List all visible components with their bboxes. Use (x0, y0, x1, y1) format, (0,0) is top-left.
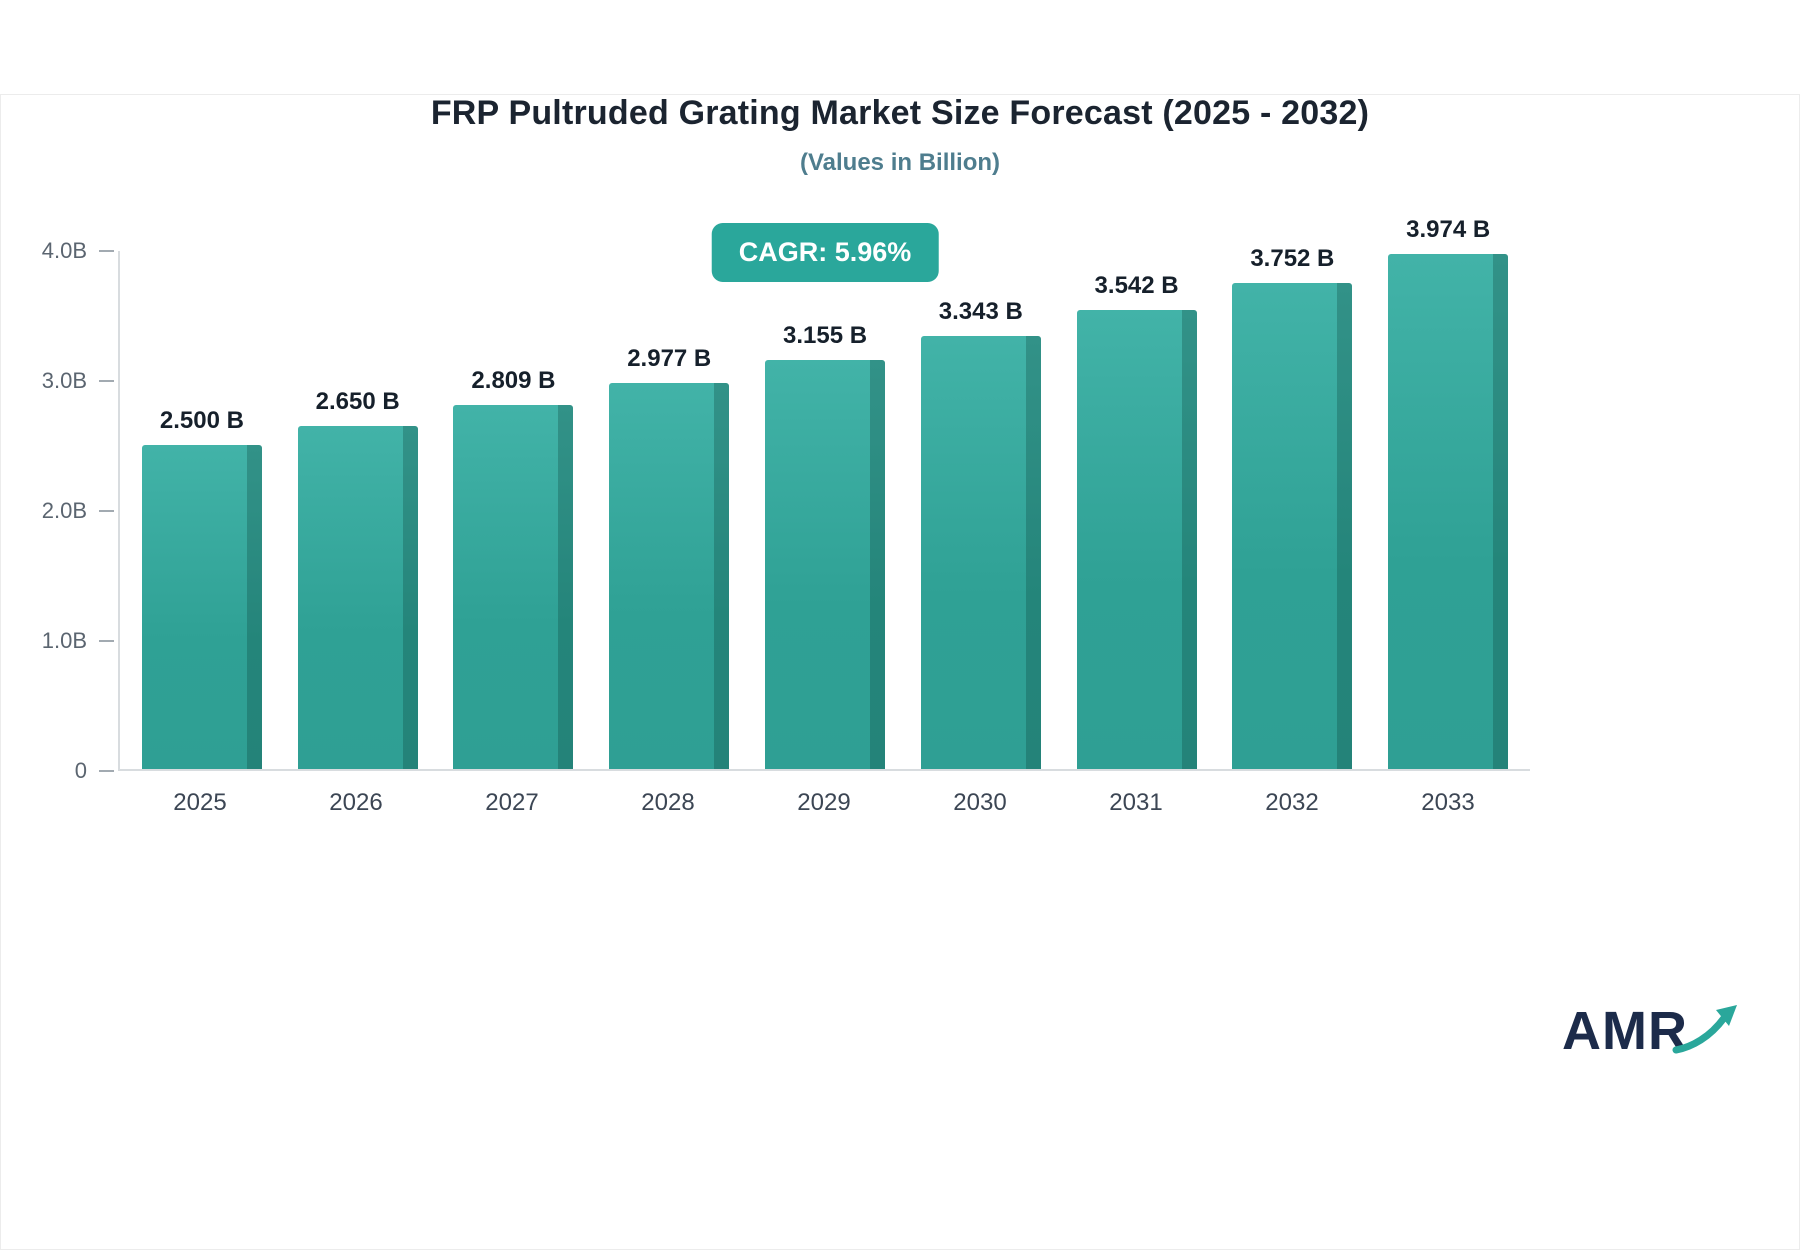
bar (609, 383, 730, 769)
bar-group-2030: 3.343 B (903, 298, 1059, 769)
bar (141, 445, 262, 769)
y-tick-label: 2.0B (41, 498, 87, 523)
y-axis: 0 1.0B 2.0B 3.0B 4.0B (40, 238, 118, 783)
y-tick-label: 4.0B (41, 238, 87, 263)
y-tick-mark (99, 770, 114, 772)
bar (453, 405, 574, 769)
bar-group-2032: 3.752 B (1214, 245, 1370, 769)
y-tick-mark (99, 380, 114, 382)
bar-value-label: 2.650 B (315, 387, 400, 415)
x-axis-label-2030: 2030 (953, 789, 1007, 816)
x-axis-label-2025: 2025 (173, 789, 227, 816)
bar-group-2031: 3.542 B (1059, 272, 1215, 769)
bar-group-2025: 2.500 B (124, 407, 280, 769)
plot-column: CAGR: 5.96% 2.500 B 2.650 B 2.809 B 2.97… (118, 216, 1530, 817)
y-tick: 3.0B (42, 368, 114, 394)
bar-group-2028: 2.977 B (591, 345, 747, 769)
bar-group-2026: 2.650 B (280, 387, 436, 770)
y-tick-label: 3.0B (41, 368, 87, 393)
y-tick: 0 (75, 758, 114, 784)
bar-value-label: 2.809 B (471, 367, 556, 395)
x-axis-label-2033: 2033 (1421, 789, 1475, 816)
x-axis-label-2029: 2029 (797, 789, 851, 816)
bars-container: 2.500 B 2.650 B 2.809 B 2.977 B 3.155 B … (120, 216, 1530, 770)
bar-value-label: 3.974 B (1406, 216, 1491, 244)
y-tick-label: 1.0B (41, 628, 87, 653)
bar-chart: 0 1.0B 2.0B 3.0B 4.0B CAGR: 5.96% 2.500 … (40, 216, 1530, 817)
bar (765, 360, 886, 769)
bar-value-label: 3.542 B (1094, 272, 1179, 300)
x-axis-label-2026: 2026 (329, 789, 383, 816)
bar (920, 336, 1041, 769)
amr-logo-text: AMR (1562, 1001, 1688, 1061)
x-axis-label-2031: 2031 (1109, 789, 1163, 816)
bar-group-2033: 3.974 B (1370, 216, 1526, 769)
plot-area: CAGR: 5.96% 2.500 B 2.650 B 2.809 B 2.97… (118, 216, 1530, 771)
x-axis-label-2032: 2032 (1265, 789, 1319, 816)
bar-value-label: 2.500 B (159, 407, 244, 435)
bar-group-2027: 2.809 B (436, 367, 592, 769)
y-tick-mark (99, 250, 114, 252)
y-tick-mark (99, 640, 114, 642)
chart-subtitle: (Values in Billion) (799, 149, 1001, 176)
amr-logo: AMR (1562, 1004, 1738, 1058)
x-axis-label-2027: 2027 (485, 789, 539, 816)
y-tick: 4.0B (42, 238, 114, 264)
bar (1388, 254, 1509, 769)
x-axis-label-2028: 2028 (641, 789, 695, 816)
y-tick: 1.0B (42, 628, 114, 654)
x-axis-labels: 2025 2026 2027 2028 2029 2030 2031 2032 … (118, 789, 1530, 817)
bar-group-2029: 3.155 B (747, 322, 903, 769)
bar-value-label: 3.155 B (782, 322, 868, 350)
y-tick-label: 0 (74, 758, 87, 783)
bar-value-label: 3.752 B (1250, 245, 1335, 273)
bar (297, 425, 418, 770)
growth-arrow-icon (1672, 1005, 1737, 1054)
bar-value-label: 2.977 B (627, 345, 712, 373)
y-tick: 2.0B (42, 498, 114, 524)
chart-inner: 0 1.0B 2.0B 3.0B 4.0B CAGR: 5.96% 2.500 … (40, 216, 1530, 817)
bar (1232, 283, 1353, 769)
chart-title: FRP Pultruded Grating Market Size Foreca… (430, 94, 1370, 132)
bar-value-label: 3.343 B (938, 298, 1023, 326)
y-tick-mark (99, 510, 114, 512)
cagr-badge: CAGR: 5.96% (711, 223, 939, 282)
bar (1076, 310, 1197, 769)
